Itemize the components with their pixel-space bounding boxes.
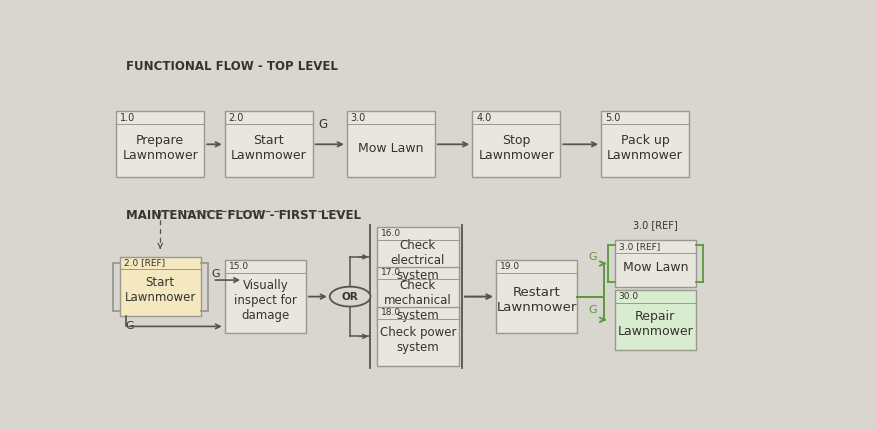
Bar xyxy=(120,257,201,316)
Bar xyxy=(225,260,306,333)
Text: G: G xyxy=(318,118,327,131)
Text: OR: OR xyxy=(342,292,359,301)
Text: Check
electrical
system: Check electrical system xyxy=(391,239,445,282)
Bar xyxy=(116,111,205,178)
Text: 1.0: 1.0 xyxy=(120,113,136,123)
Bar xyxy=(496,260,578,333)
Bar xyxy=(473,111,560,178)
Text: 30.0: 30.0 xyxy=(619,292,639,301)
Text: 17.0: 17.0 xyxy=(382,268,402,277)
Text: G: G xyxy=(588,252,597,262)
Bar xyxy=(377,267,458,326)
Text: Check power
system: Check power system xyxy=(380,326,456,354)
Bar xyxy=(377,227,458,287)
Text: Stop
Lawnmower: Stop Lawnmower xyxy=(479,134,554,162)
Text: FUNCTIONAL FLOW - TOP LEVEL: FUNCTIONAL FLOW - TOP LEVEL xyxy=(126,60,339,73)
Text: Start
Lawnmower: Start Lawnmower xyxy=(231,134,306,162)
Text: 2.0 [REF]: 2.0 [REF] xyxy=(123,258,164,267)
Text: Check
mechanical
system: Check mechanical system xyxy=(384,279,452,322)
Text: 18.0: 18.0 xyxy=(382,308,402,317)
Text: MAINTENANCE FLOW - FIRST LEVEL: MAINTENANCE FLOW - FIRST LEVEL xyxy=(126,209,361,222)
Text: 15.0: 15.0 xyxy=(228,262,248,271)
Text: Visually
inspect for
damage: Visually inspect for damage xyxy=(234,279,297,322)
Text: 3.0 [REF]: 3.0 [REF] xyxy=(633,221,677,230)
Text: 19.0: 19.0 xyxy=(500,262,520,271)
Text: G: G xyxy=(125,321,134,332)
Text: 16.0: 16.0 xyxy=(382,229,402,238)
Bar xyxy=(225,111,313,178)
Text: 2.0: 2.0 xyxy=(228,113,244,123)
Text: 3.0: 3.0 xyxy=(351,113,366,123)
Text: 3.0 [REF]: 3.0 [REF] xyxy=(619,242,660,251)
Bar xyxy=(614,240,696,287)
Text: Start
Lawnmower: Start Lawnmower xyxy=(124,276,196,304)
Text: Prepare
Lawnmower: Prepare Lawnmower xyxy=(123,134,198,162)
Bar xyxy=(601,111,690,178)
Bar xyxy=(377,307,458,366)
Bar xyxy=(614,290,696,350)
Text: Pack up
Lawnmower: Pack up Lawnmower xyxy=(607,134,683,162)
Circle shape xyxy=(330,287,370,307)
Bar xyxy=(346,111,435,178)
Text: Mow Lawn: Mow Lawn xyxy=(622,261,688,274)
Text: Mow Lawn: Mow Lawn xyxy=(358,141,424,154)
Text: G: G xyxy=(588,305,597,315)
Text: Restart
Lawnmower: Restart Lawnmower xyxy=(496,286,577,314)
Text: G: G xyxy=(212,269,220,279)
Text: Repair
Lawnmower: Repair Lawnmower xyxy=(618,310,693,338)
Text: 4.0: 4.0 xyxy=(476,113,492,123)
Text: 5.0: 5.0 xyxy=(606,113,620,123)
